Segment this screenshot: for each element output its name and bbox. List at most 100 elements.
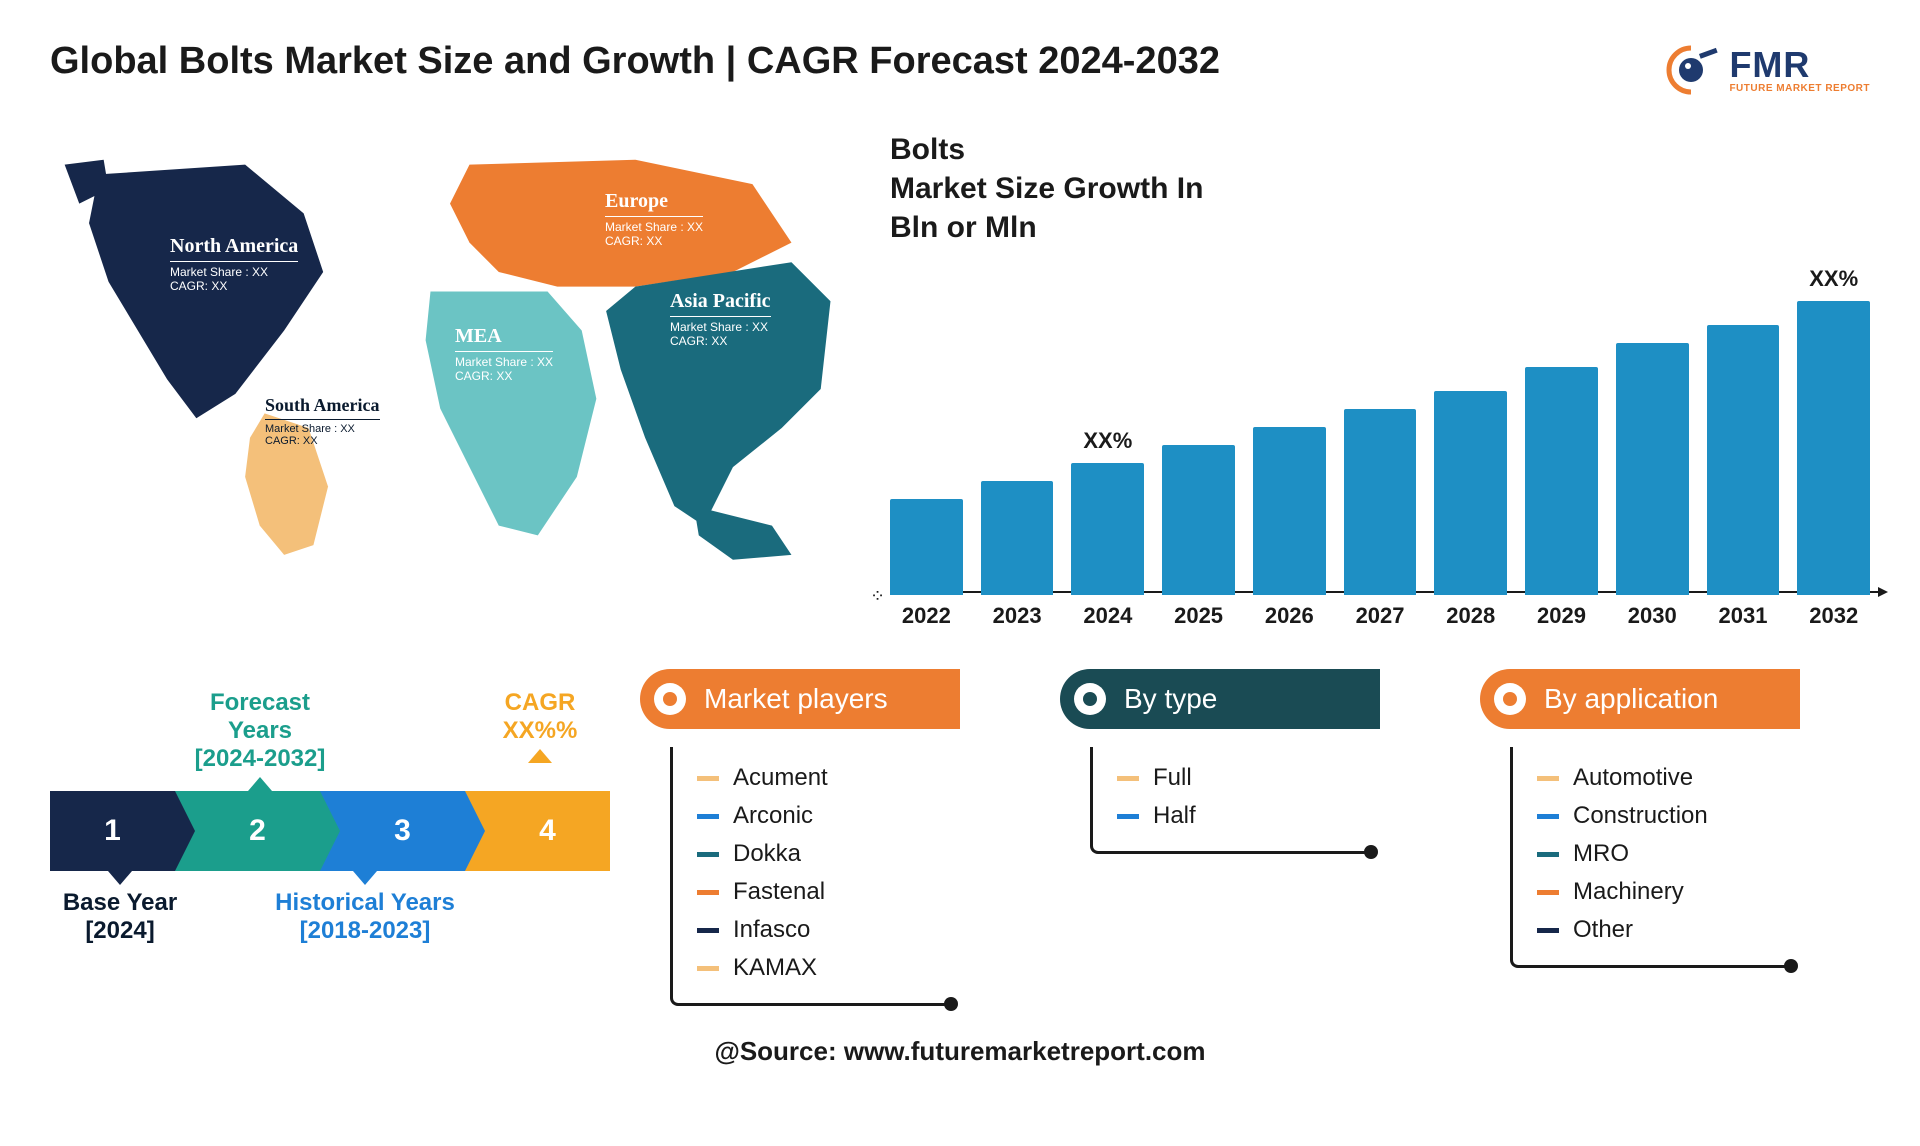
dash-icon (697, 928, 719, 933)
category-item-label: Other (1573, 916, 1633, 944)
bar-chart: 2022 2023 2024XX% 2025 2026 2027 2028 2029 2030 2… (890, 259, 1870, 629)
logo-fmr-text: FMR (1729, 47, 1870, 83)
timeline-seg: 3 (320, 791, 465, 871)
bar-item: 2029 (1525, 367, 1598, 629)
dash-icon (1117, 776, 1139, 781)
bar (890, 499, 963, 595)
category-item: Fastenal (697, 873, 950, 911)
dash-icon (1537, 852, 1559, 857)
region-eu: Europe Market Share : XX CAGR: XX (605, 190, 703, 248)
bar-item: 2026 (1253, 427, 1326, 629)
bar-chart-section: Bolts Market Size Growth In Bln or Mln ⁘… (890, 130, 1870, 629)
category-pill: By type (1060, 669, 1380, 729)
region-mea: MEA Market Share : XX CAGR: XX (455, 325, 553, 383)
bar-item: 2027 (1344, 409, 1417, 629)
bar-item: 2028 (1434, 391, 1507, 629)
category-item: Dokka (697, 835, 950, 873)
category-list: Automotive Construction MRO Machinery Other (1510, 747, 1790, 968)
timeline-bar: 1234 (50, 791, 610, 871)
category-item-label: Infasco (733, 916, 810, 944)
category-item-label: Half (1153, 802, 1196, 830)
logo-text: FMR FUTURE MARKET REPORT (1729, 47, 1870, 94)
bar-item: 2031 (1707, 325, 1780, 629)
pill-dot-icon (654, 683, 686, 715)
category-list: Full Half (1090, 747, 1370, 854)
by-type-section: By type Full Half (1060, 669, 1450, 854)
category-item: Construction (1537, 797, 1790, 835)
cagr-label: CAGR XX%% (470, 689, 610, 791)
market-players-section: Market players Acument Arconic Dokka Fastena… (640, 669, 1030, 1006)
category-item: Automotive (1537, 759, 1790, 797)
header: Global Bolts Market Size and Growth | CA… (50, 40, 1870, 100)
category-list: Acument Arconic Dokka Fastenal Infasco KAMAX (670, 747, 950, 1006)
timeline: Forecast Years [2024-2032] CAGR XX%% 123… (50, 669, 610, 945)
logo-icon (1661, 40, 1721, 100)
category-title: By application (1544, 683, 1718, 715)
bar-pct-label: XX% (1083, 428, 1132, 455)
bar-item: 2024XX% (1071, 463, 1144, 629)
dash-icon (1537, 928, 1559, 933)
bar-year-label: 2030 (1628, 603, 1677, 629)
historical-label: Historical Years [2018-2023] (190, 871, 470, 945)
bar-item: 2022 (890, 499, 963, 629)
bar (1797, 301, 1870, 595)
category-item-label: KAMAX (733, 954, 817, 982)
category-item-label: Construction (1573, 802, 1708, 830)
category-item: Machinery (1537, 873, 1790, 911)
forecast-label: Forecast Years [2024-2032] (190, 689, 330, 791)
bar-year-label: 2026 (1265, 603, 1314, 629)
category-item-label: Arconic (733, 802, 813, 830)
category-pill: By application (1480, 669, 1800, 729)
dash-icon (697, 814, 719, 819)
source-attribution: @Source: www.futuremarketreport.com (50, 1036, 1870, 1067)
category-item: Acument (697, 759, 950, 797)
timeline-seg: 2 (175, 791, 320, 871)
category-item-label: Acument (733, 764, 828, 792)
nz-decoration: ⁘ (870, 586, 885, 607)
bar (1253, 427, 1326, 595)
category-item-label: Machinery (1573, 878, 1684, 906)
top-row: North America Market Share : XX CAGR: XX… (50, 130, 1870, 629)
bar-year-label: 2029 (1537, 603, 1586, 629)
category-item: MRO (1537, 835, 1790, 873)
bar-year-label: 2027 (1356, 603, 1405, 629)
by-application-section: By application Automotive Construction MRO M… (1480, 669, 1870, 968)
bar (1707, 325, 1780, 595)
dash-icon (1537, 890, 1559, 895)
category-item-label: Full (1153, 764, 1192, 792)
arrow-down-icon (353, 871, 377, 885)
bar (1525, 367, 1598, 595)
category-item: Full (1117, 759, 1370, 797)
bar-item: 2030 (1616, 343, 1689, 629)
bar-year-label: 2023 (993, 603, 1042, 629)
timeline-seg: 1 (50, 791, 175, 871)
category-item: Other (1537, 911, 1790, 949)
bottom-row: Forecast Years [2024-2032] CAGR XX%% 123… (50, 669, 1870, 1006)
bar (1344, 409, 1417, 595)
bar (1434, 391, 1507, 595)
bar-year-label: 2031 (1719, 603, 1768, 629)
dash-icon (1117, 814, 1139, 819)
category-item-label: MRO (1573, 840, 1629, 868)
category-item-label: Fastenal (733, 878, 825, 906)
category-title: By type (1124, 683, 1217, 715)
dash-icon (697, 852, 719, 857)
dash-icon (697, 966, 719, 971)
base-year-label: Base Year [2024] (50, 871, 190, 945)
bar-year-label: 2025 (1174, 603, 1223, 629)
bar (981, 481, 1054, 595)
fmr-logo: FMR FUTURE MARKET REPORT (1661, 40, 1870, 100)
bar-item: 2023 (981, 481, 1054, 629)
bar (1616, 343, 1689, 595)
dash-icon (697, 890, 719, 895)
bar-year-label: 2022 (902, 603, 951, 629)
category-item: Arconic (697, 797, 950, 835)
category-pill: Market players (640, 669, 960, 729)
category-item: KAMAX (697, 949, 950, 987)
dash-icon (697, 776, 719, 781)
region-sa: South America Market Share : XX CAGR: XX (265, 395, 380, 447)
pill-dot-icon (1074, 683, 1106, 715)
arrow-up-icon (528, 749, 552, 763)
category-title: Market players (704, 683, 888, 715)
dash-icon (1537, 814, 1559, 819)
